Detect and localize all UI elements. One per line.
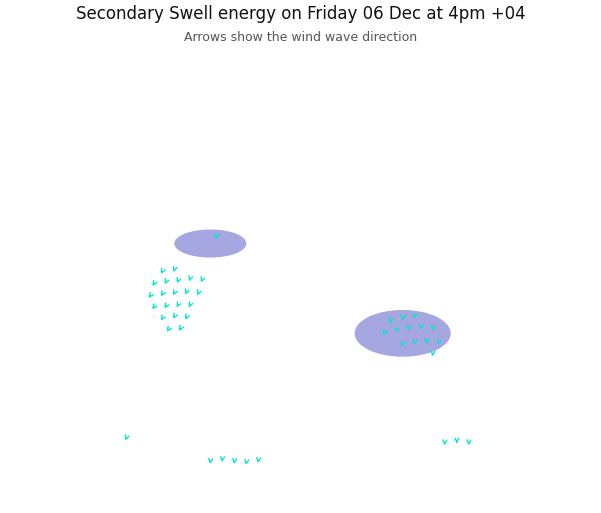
Text: Secondary Swell energy on Friday 06 Dec at 4pm +04: Secondary Swell energy on Friday 06 Dec … bbox=[76, 5, 525, 23]
Text: Arrows show the wind wave direction: Arrows show the wind wave direction bbox=[184, 30, 417, 44]
Ellipse shape bbox=[355, 310, 451, 357]
Ellipse shape bbox=[174, 229, 246, 258]
